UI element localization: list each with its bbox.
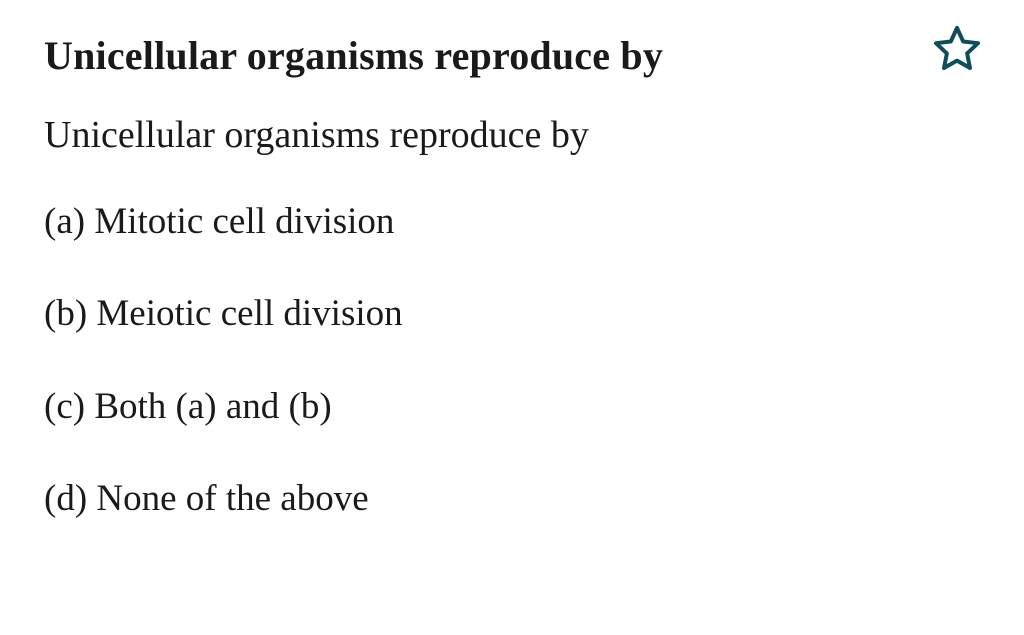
option-a[interactable]: (a) Mitotic cell division bbox=[44, 199, 984, 245]
bookmark-star[interactable] bbox=[930, 24, 984, 83]
question-title: Unicellular organisms reproduce by bbox=[44, 32, 663, 79]
option-b[interactable]: (b) Meiotic cell division bbox=[44, 291, 984, 337]
option-c[interactable]: (c) Both (a) and (b) bbox=[44, 384, 984, 430]
header-row: Unicellular organisms reproduce by bbox=[44, 28, 984, 83]
star-icon bbox=[930, 24, 984, 78]
option-d[interactable]: (d) None of the above bbox=[44, 476, 984, 522]
options-list: (a) Mitotic cell division (b) Meiotic ce… bbox=[44, 199, 984, 522]
question-subtitle: Unicellular organisms reproduce by bbox=[44, 113, 984, 157]
